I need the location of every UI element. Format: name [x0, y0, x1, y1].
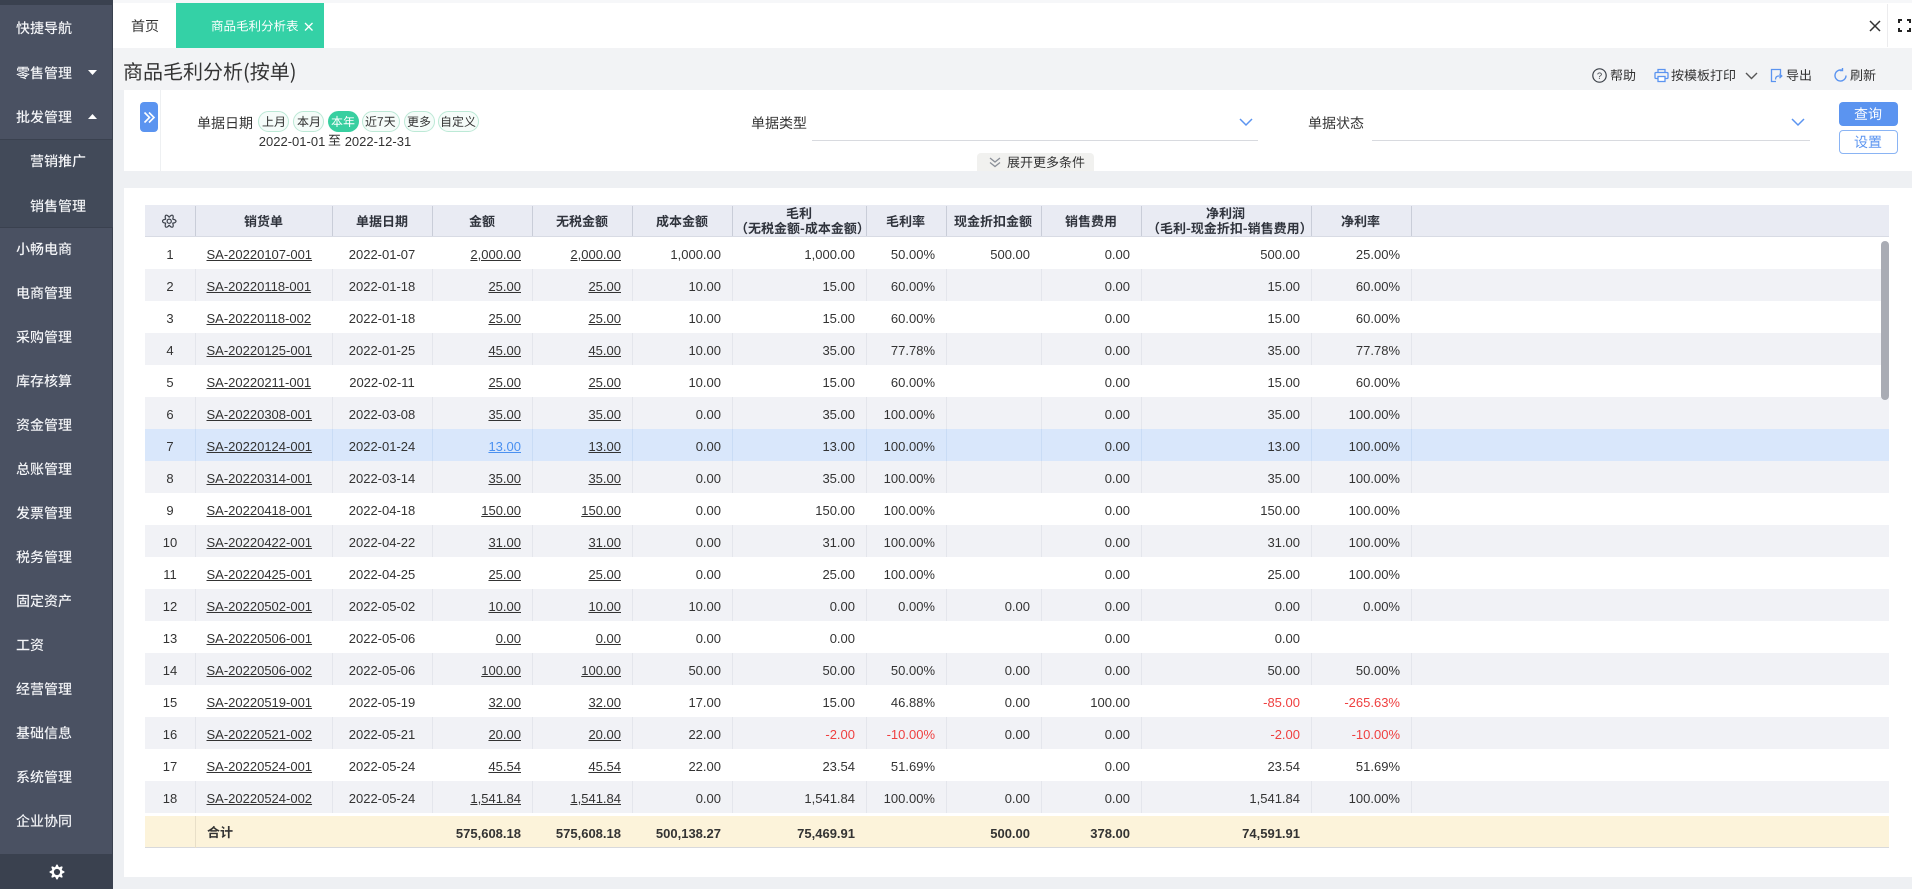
svg-text:?: ?	[1597, 71, 1602, 82]
